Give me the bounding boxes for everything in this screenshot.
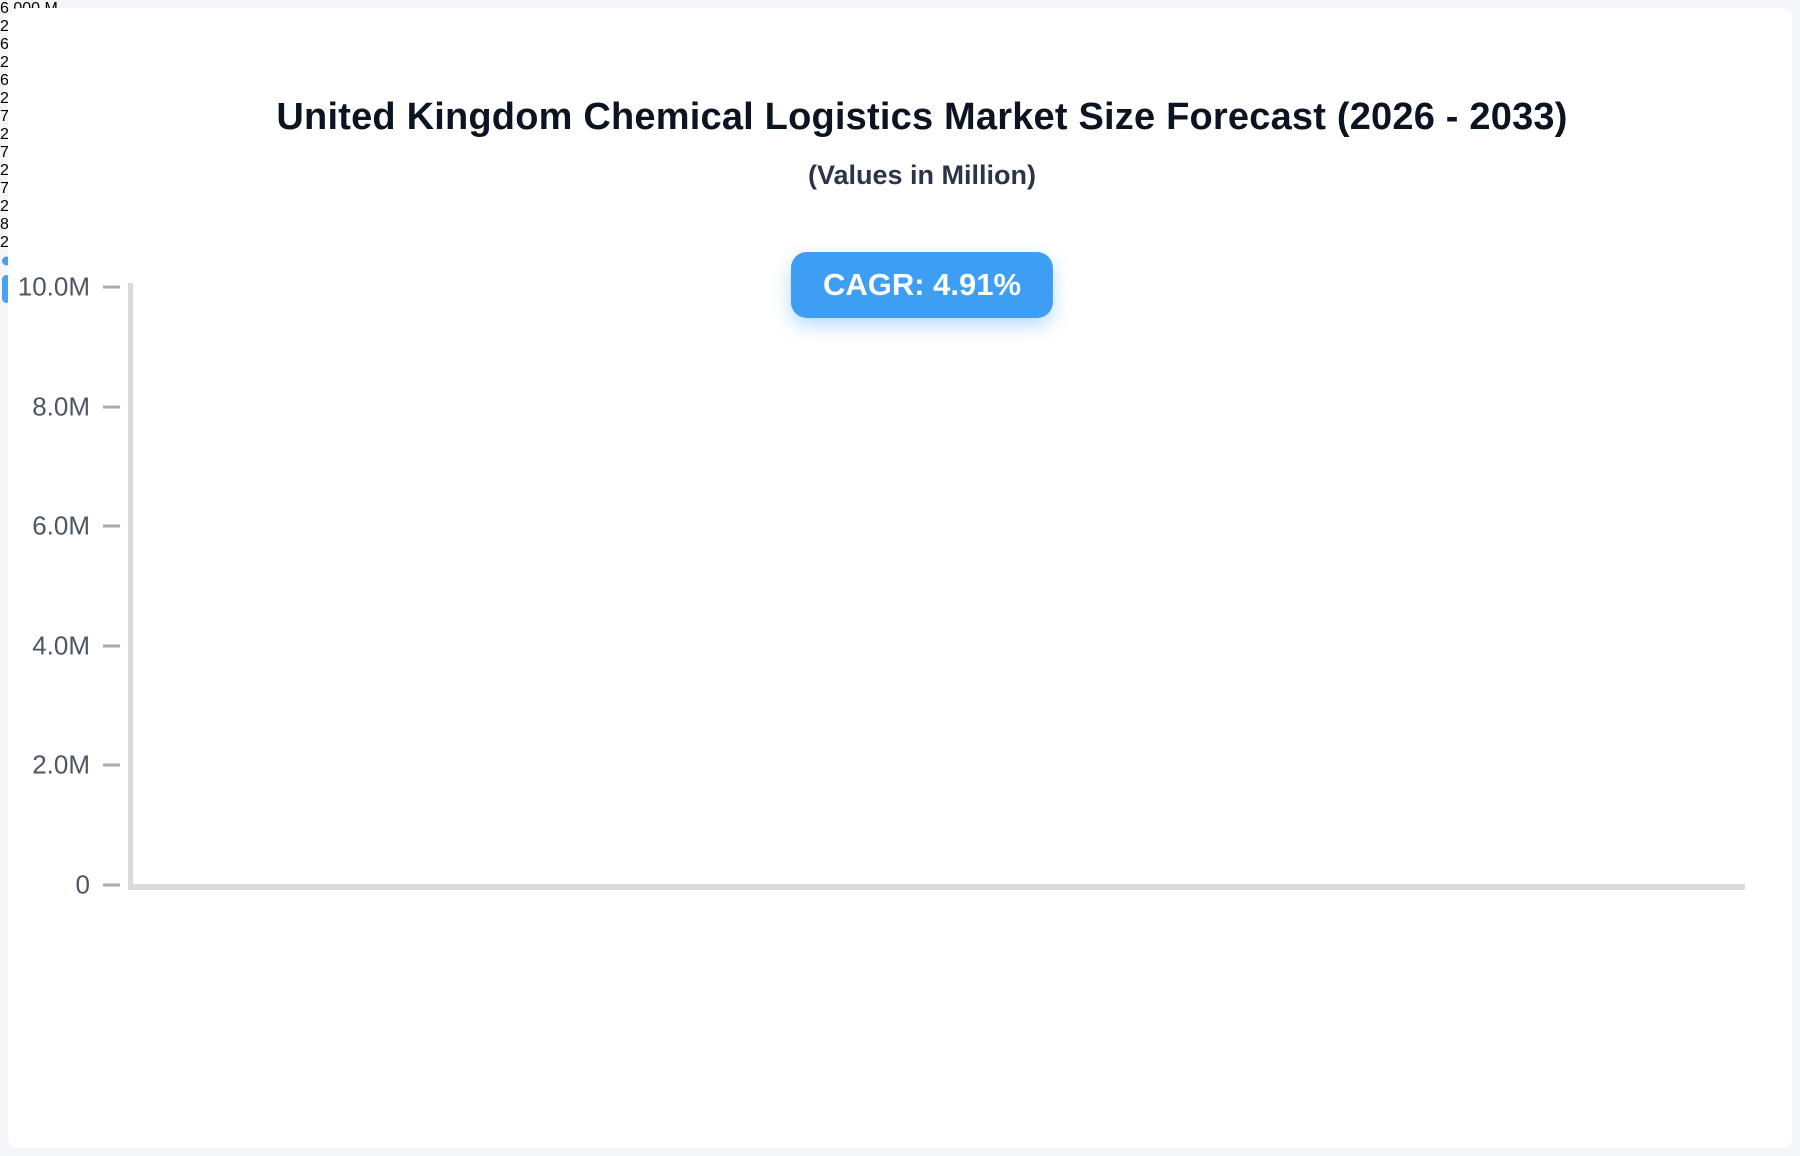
y-axis-tick-label: 8.0M: [32, 391, 90, 422]
bar-2030[interactable]: [1290, 466, 1470, 885]
y-axis-tick-mark: [103, 405, 120, 409]
y-axis-tick-mark: [103, 285, 120, 289]
cagr-badge: CAGR: 4.91%: [790, 252, 1054, 318]
bar-2031[interactable]: [1518, 407, 1698, 885]
bar-side-shade: [786, 526, 806, 885]
y-axis-tick-label: 10.0M: [17, 271, 90, 302]
y-axis-line: [128, 283, 133, 890]
y-axis-tick-mark: [103, 883, 120, 887]
y-axis-tick-label: 2.0M: [32, 749, 90, 780]
chart-card: [8, 8, 1792, 1148]
bar-2025[interactable]: [150, 526, 330, 885]
bar-side-shade: [1270, 466, 1290, 885]
bar-2027[interactable]: [606, 526, 786, 885]
bar-2029[interactable]: [1062, 466, 1242, 885]
y-axis-tick-mark: [103, 524, 120, 528]
y-axis-tick-label: 4.0M: [32, 630, 90, 661]
bar-side-shade: [330, 526, 350, 885]
bar-2028[interactable]: [834, 466, 1014, 885]
y-axis-tick-label: 6.0M: [32, 510, 90, 541]
chart-subtitle: (Values in Million): [807, 160, 1037, 190]
x-axis-line: [128, 884, 1745, 890]
chart-title: United Kingdom Chemical Logistics Market…: [276, 96, 1568, 138]
bar-side-shade: [558, 526, 578, 885]
y-axis-tick-label: 0: [75, 869, 90, 900]
bar-side-shade: [1498, 407, 1518, 885]
y-axis-tick-mark: [103, 644, 120, 648]
bar-side-shade: [1042, 466, 1062, 885]
y-axis-tick-mark: [103, 763, 120, 767]
bar-2026[interactable]: [378, 526, 558, 885]
